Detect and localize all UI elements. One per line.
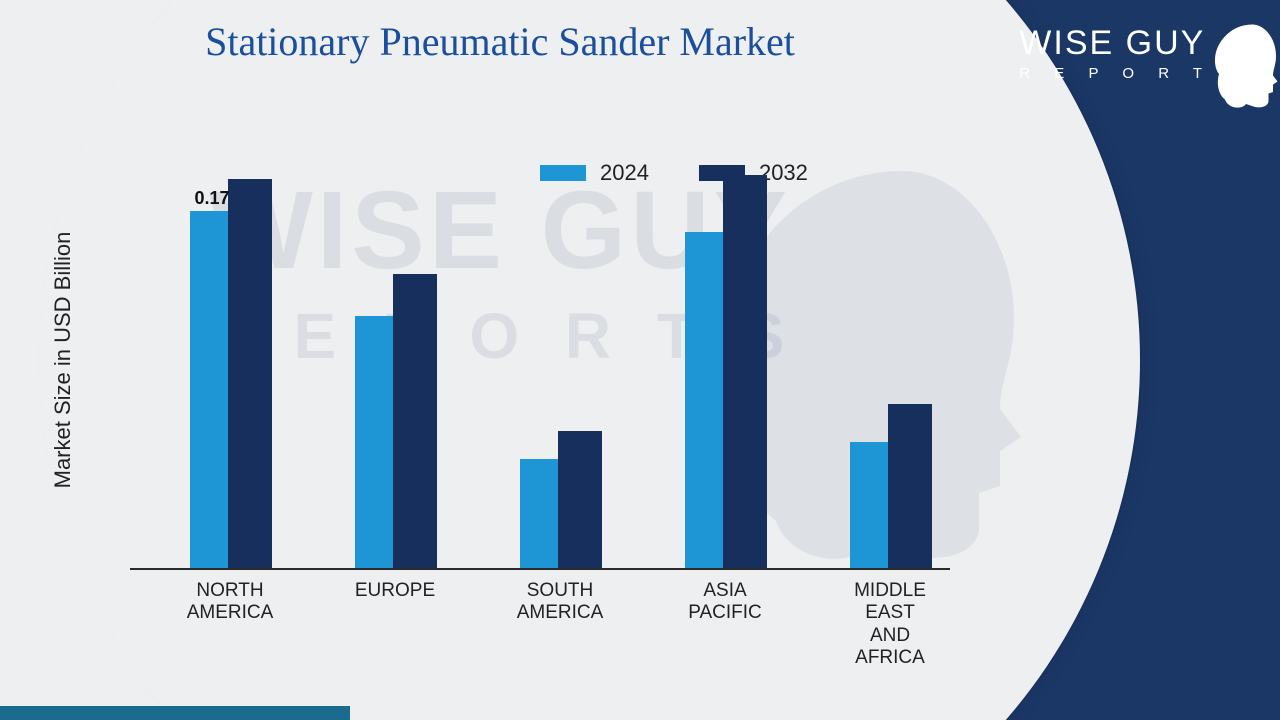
brand-line1: WISE GUY [1019,24,1246,63]
x-axis-label: SOUTH AMERICA [490,580,630,625]
plot-area: NORTH AMERICAEUROPESOUTH AMERICAASIA PAC… [130,150,950,570]
bar [723,175,767,568]
bottom-left-accent [0,706,350,720]
bar-group [850,404,932,568]
chart-title: Stationary Pneumatic Sander Market [120,18,880,65]
x-axis-label: ASIA PACIFIC [655,580,795,625]
brand-line2: R E P O R T S [1019,65,1246,82]
bar-value-label: 0.17 [194,188,229,209]
bar [558,431,602,568]
bar [228,179,272,568]
y-axis-label: Market Size in USD Billion [50,150,76,570]
report-canvas: WISE GUY R E P O R T S Stationary Pneuma… [0,0,1280,720]
chart-region: Market Size in USD Billion NORTH AMERICA… [60,150,960,690]
brand-logo-text: WISE GUY R E P O R T S [1019,24,1246,82]
bar-group [685,175,767,568]
bar-group [355,274,437,568]
bar-group [190,179,272,568]
x-axis-label: EUROPE [325,580,465,602]
bar [393,274,437,568]
x-axis-label: NORTH AMERICA [160,580,300,625]
bar [888,404,932,568]
bar-group [520,431,602,568]
x-axis-label: MIDDLE EAST AND AFRICA [820,580,960,670]
